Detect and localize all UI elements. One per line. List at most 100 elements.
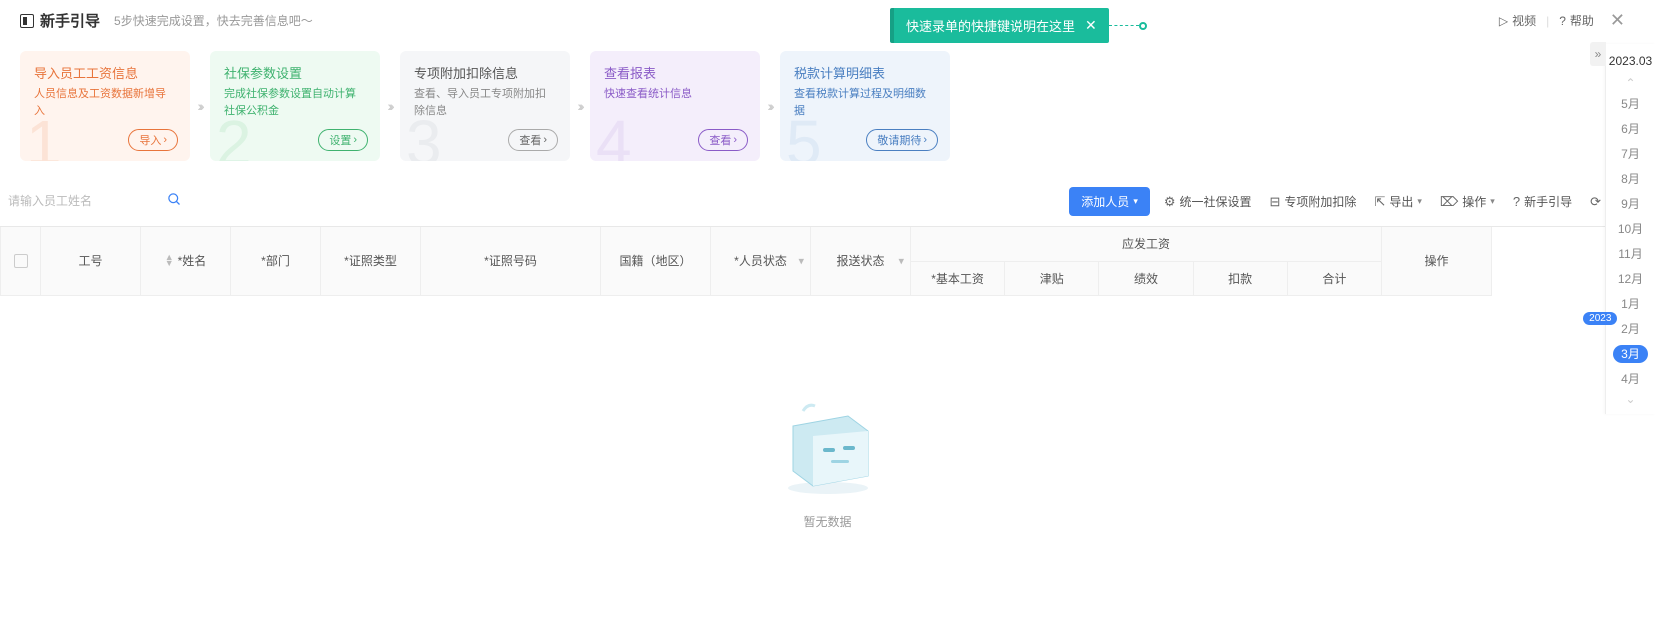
step-card-4: 查看报表快速查看统计信息 4 查看 › — [590, 51, 760, 161]
col-idno[interactable]: *证照号码 — [421, 227, 600, 295]
separator: | — [1546, 14, 1549, 28]
month-11月[interactable]: 11月 — [1613, 242, 1648, 265]
toolbar-操作[interactable]: ⌦操作▾ — [1434, 189, 1501, 214]
rail-year: 2023.03 — [1609, 50, 1652, 74]
step-card-3: 专项附加扣除信息查看、导入员工专项附加扣除信息3查看 › — [400, 51, 570, 161]
step-action-button[interactable]: 敬请期待 › — [866, 129, 938, 151]
close-icon[interactable]: ✕ — [1604, 10, 1631, 31]
search-input[interactable] — [4, 188, 167, 214]
col-id[interactable]: 工号 — [41, 227, 140, 295]
step-number: 3 — [406, 111, 442, 161]
step-arrow-icon: ››› — [578, 51, 582, 161]
step-card-1: 导入员工工资信息人员信息及工资数据新增导入1导入 › — [20, 51, 190, 161]
col-deduct[interactable]: 扣款 — [1194, 262, 1287, 295]
col-status[interactable]: *人员状态 — [711, 227, 810, 295]
tip-banner: 快速录单的快捷键说明在这里 ✕ — [890, 8, 1147, 43]
col-idtype[interactable]: *证照类型 — [321, 227, 420, 295]
month-3月[interactable]: 3月 — [1613, 342, 1648, 365]
tip-close-icon[interactable]: ✕ — [1085, 17, 1097, 34]
year-tag: 2023 — [1583, 312, 1617, 325]
step-card-2: 社保参数设置完成社保参数设置自动计算社保公积金2设置 › — [210, 51, 380, 161]
help-label: 帮助 — [1570, 12, 1594, 29]
step-desc: 快速查看统计信息 — [604, 86, 746, 103]
chevron-right-icon: › — [163, 134, 167, 146]
month-12月[interactable]: 12月 — [1613, 267, 1648, 290]
top-right-actions: ▷视频 | ? 帮助 ✕ — [1499, 10, 1631, 31]
month-10月[interactable]: 10月 — [1613, 217, 1648, 240]
search-icon[interactable] — [167, 192, 182, 211]
collapse-rail-icon[interactable]: » — [1590, 42, 1606, 66]
toolbar-icon: ⚙ — [1164, 194, 1176, 210]
month-rail: » 2023.03 ⌃ 5月6月7月8月9月10月11月12月1月20232月3… — [1605, 44, 1655, 414]
chevron-right-icon: › — [543, 134, 547, 146]
filter-icon[interactable]: ▾ — [898, 254, 904, 267]
month-7月[interactable]: 7月 — [1613, 142, 1648, 165]
toolbar-icon: ? — [1513, 194, 1520, 209]
col-base[interactable]: *基本工资 — [911, 262, 1004, 295]
toolbar-icon: ⊟ — [1270, 194, 1281, 210]
col-perf[interactable]: 绩效 — [1099, 262, 1192, 295]
month-5月[interactable]: 5月 — [1613, 92, 1648, 115]
col-allow[interactable]: 津贴 — [1005, 262, 1098, 295]
col-nation[interactable]: 国籍（地区） — [601, 227, 710, 295]
step-action-button[interactable]: 查看 › — [508, 129, 558, 151]
toolbar-统一社保设置[interactable]: ⚙统一社保设置 — [1158, 189, 1258, 214]
add-person-label: 添加人员 — [1081, 193, 1129, 210]
help-link[interactable]: ? 帮助 — [1559, 12, 1594, 29]
add-person-button[interactable]: 添加人员 ▾ — [1069, 187, 1150, 216]
toolbar-icon: ⌦ — [1440, 194, 1458, 210]
step-title: 导入员工工资信息 — [34, 63, 176, 82]
col-total[interactable]: 合计 — [1288, 262, 1381, 295]
step-action-button[interactable]: 查看 › — [698, 129, 748, 151]
onboarding-steps: 导入员工工资信息人员信息及工资数据新增导入1导入 ››››社保参数设置完成社保参… — [0, 41, 1655, 179]
step-number: 4 — [596, 111, 632, 161]
toolbar-新手引导[interactable]: ? 新手引导 — [1507, 189, 1578, 214]
step-number: 1 — [26, 111, 62, 161]
select-all-checkbox[interactable] — [14, 254, 28, 268]
toolbar-label: 专项附加扣除 — [1284, 193, 1356, 210]
video-label: 视频 — [1512, 12, 1536, 29]
page-title-text: 新手引导 — [40, 10, 100, 31]
month-9月[interactable]: 9月 — [1613, 192, 1648, 215]
step-action-button[interactable]: 设置 › — [318, 129, 368, 151]
step-title: 社保参数设置 — [224, 63, 366, 82]
col-dept[interactable]: *部门 — [231, 227, 320, 295]
month-4月[interactable]: 4月 — [1613, 367, 1648, 390]
chevron-down-icon: ▾ — [1417, 196, 1422, 207]
tip-bubble: 快速录单的快捷键说明在这里 ✕ — [890, 8, 1109, 43]
step-title: 税款计算明细表 — [794, 63, 936, 82]
month-1月[interactable]: 1月2023 — [1613, 292, 1648, 315]
empty-state: 暂无数据 — [0, 296, 1655, 530]
step-arrow-icon: ››› — [198, 51, 202, 161]
filter-icon[interactable]: ▾ — [798, 254, 804, 267]
month-2月[interactable]: 2月 — [1613, 317, 1648, 340]
step-action-button[interactable]: 导入 › — [128, 129, 178, 151]
toolbar-icon: ⇱ — [1374, 194, 1385, 210]
toolbar-专项附加扣除[interactable]: ⊟专项附加扣除 — [1264, 189, 1363, 214]
month-6月[interactable]: 6月 — [1613, 117, 1648, 140]
empty-icon — [773, 396, 883, 496]
scroll-down-icon[interactable]: ⌄ — [1623, 390, 1637, 408]
chevron-right-icon: › — [923, 134, 927, 146]
video-link[interactable]: ▷视频 — [1499, 12, 1536, 29]
toolbar-label: 新手引导 — [1524, 193, 1572, 210]
month-8月[interactable]: 8月 — [1613, 167, 1648, 190]
step-arrow-icon: ››› — [768, 51, 772, 161]
step-title: 查看报表 — [604, 63, 746, 82]
sort-icon[interactable]: ▲▼ — [165, 255, 174, 266]
scroll-up-icon[interactable]: ⌃ — [1623, 74, 1637, 92]
step-number: 2 — [216, 111, 252, 161]
chevron-down-icon: ▾ — [1490, 196, 1495, 207]
page-title: 新手引导 — [20, 10, 100, 31]
search-wrap — [0, 188, 170, 215]
chevron-right-icon: › — [733, 134, 737, 146]
col-name[interactable]: ▲▼*姓名 — [141, 227, 230, 295]
empty-text: 暂无数据 — [0, 513, 1655, 530]
help-icon: ? — [1559, 14, 1566, 28]
col-report[interactable]: 报送状态 — [811, 227, 910, 295]
col-action: 操作 — [1382, 227, 1491, 295]
toolbar-导出[interactable]: ⇱导出▾ — [1368, 189, 1427, 214]
chevron-down-icon: ▾ — [1133, 196, 1138, 207]
toolbar: 添加人员 ▾ ⚙统一社保设置⊟专项附加扣除⇱导出▾⌦操作▾?新手引导⟳刷新 — [0, 179, 1655, 226]
top-bar: 新手引导 5步快速完成设置，快去完善信息吧～ ▷视频 | ?帮助 ✕ — [0, 0, 1655, 41]
